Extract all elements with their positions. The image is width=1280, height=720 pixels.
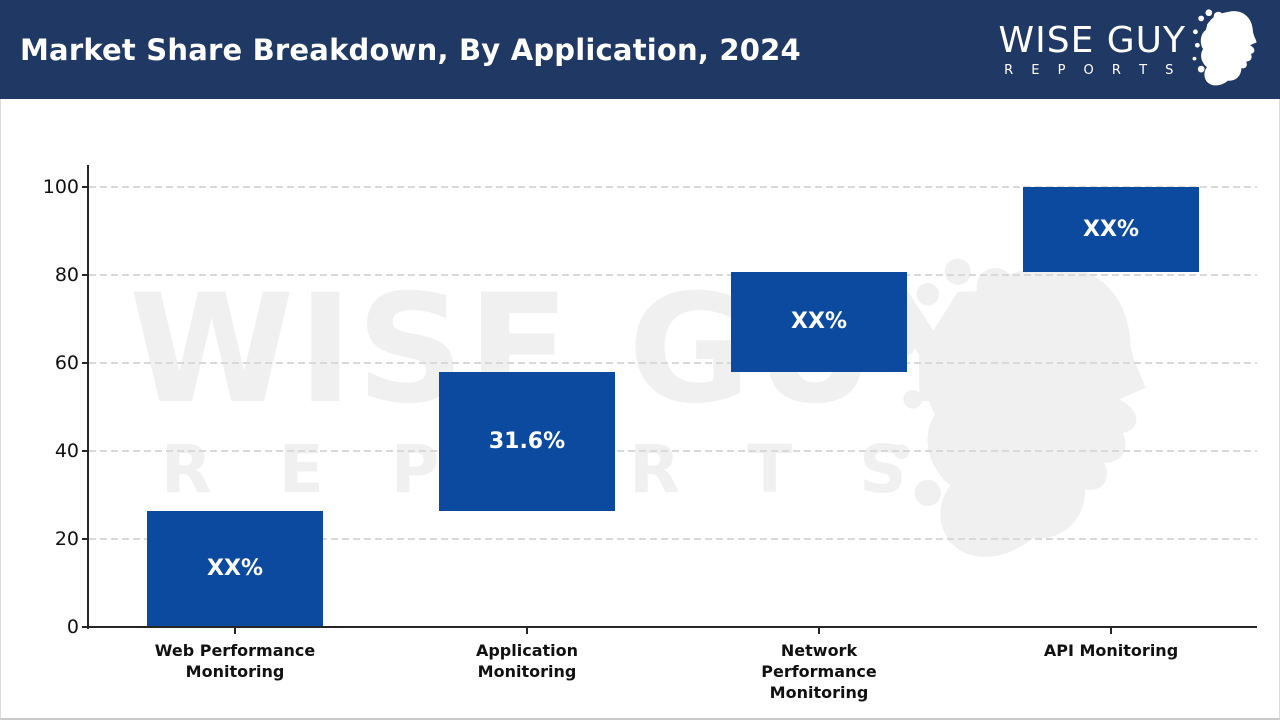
y-axis-tick-label: 20: [54, 528, 79, 550]
y-axis-tick: [82, 626, 88, 628]
page-title: Market Share Breakdown, By Application, …: [20, 32, 801, 67]
category-label-line: API Monitoring: [1043, 641, 1179, 660]
category-label-line: Network: [780, 641, 858, 660]
y-axis-tick-label: 40: [54, 440, 79, 462]
y-axis-tick-label: 100: [42, 176, 79, 198]
gridline: [89, 450, 1257, 452]
y-axis-tick: [82, 186, 88, 188]
bar: XX%: [147, 510, 323, 627]
y-axis-tick: [82, 538, 88, 540]
category-label-line: Application: [475, 641, 579, 660]
y-axis-tick: [82, 274, 88, 276]
x-axis-tick: [818, 628, 820, 634]
gridline: [89, 362, 1257, 364]
bar-value-label: XX%: [207, 556, 263, 582]
brand-name: WISE GUY: [998, 19, 1186, 61]
category-label-line: Monitoring: [769, 683, 869, 702]
chart-canvas: WISE GUY R E P O R T S 020406080100XX%We…: [0, 99, 1280, 720]
watermark-head-icon: [894, 258, 1146, 557]
x-axis-line: [87, 626, 1257, 628]
gridline: [89, 538, 1257, 540]
x-axis-tick: [234, 628, 236, 634]
bar: 31.6%: [439, 371, 615, 511]
category-label-line: Web Performance: [154, 641, 316, 660]
category-label-line: Monitoring: [185, 662, 285, 681]
bar: XX%: [1023, 187, 1199, 272]
y-axis-tick-label: 80: [54, 264, 79, 286]
bar-value-label: XX%: [1083, 216, 1139, 242]
bar-value-label: 31.6%: [488, 428, 566, 454]
gridline: [89, 274, 1257, 276]
category-label: API Monitoring: [991, 640, 1231, 661]
bar-value-label: XX%: [791, 309, 847, 335]
category-label-line: Performance: [761, 662, 877, 681]
y-axis-line: [87, 165, 89, 629]
category-label: Application Monitoring: [407, 640, 647, 682]
category-label-line: Monitoring: [477, 662, 577, 681]
brand-head-icon: [1192, 8, 1257, 85]
brand-subtitle: R E P O R T S: [1004, 62, 1181, 78]
brand-logo: WISE GUY R E P O R T S: [999, 6, 1267, 94]
y-axis-tick: [82, 362, 88, 364]
header-bar: Market Share Breakdown, By Application, …: [0, 0, 1280, 99]
x-axis-tick: [1110, 628, 1112, 634]
bar: XX%: [731, 271, 907, 372]
y-axis-tick-label: 0: [66, 616, 79, 638]
category-label: Web Performance Monitoring: [115, 640, 355, 682]
gridline: [89, 186, 1257, 188]
y-axis-tick-label: 60: [54, 352, 79, 374]
y-axis-tick: [82, 450, 88, 452]
category-label: Network Performance Monitoring: [699, 640, 939, 703]
brand-logo-text: WISE GUY R E P O R T S: [998, 19, 1187, 78]
x-axis-tick: [526, 628, 528, 634]
